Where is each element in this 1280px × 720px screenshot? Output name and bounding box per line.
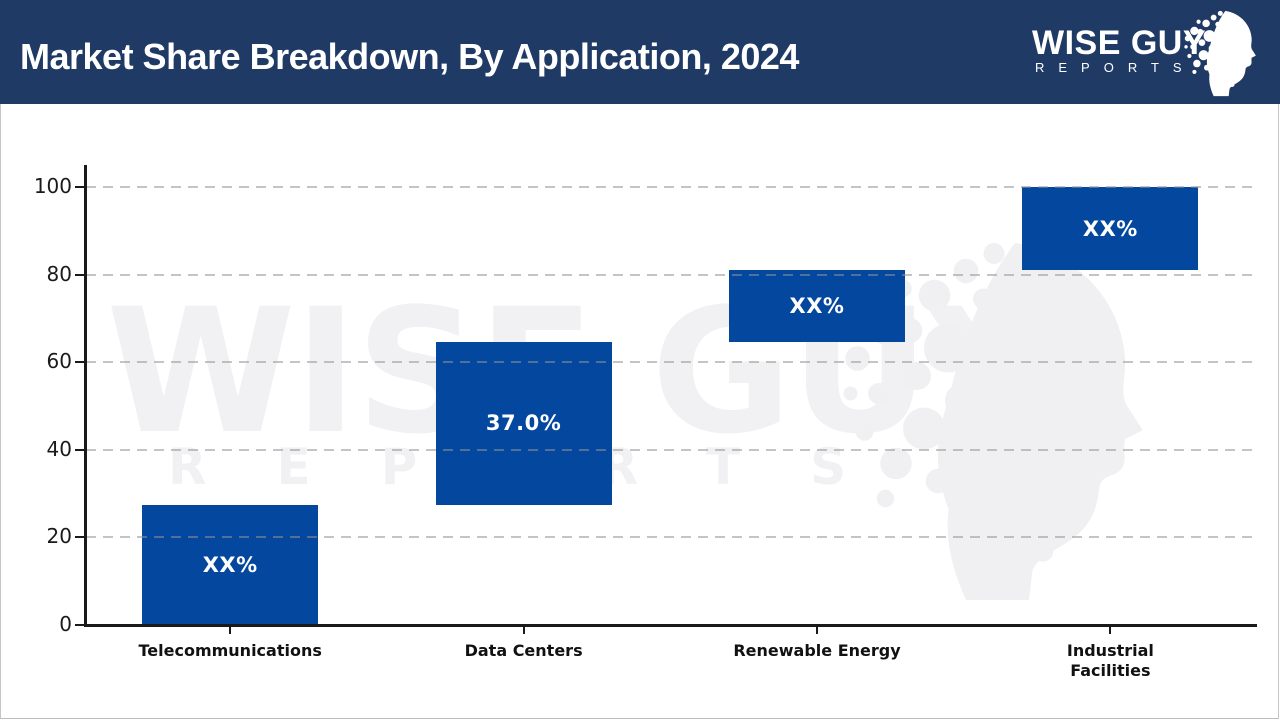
bar-value-label: XX%	[789, 294, 845, 319]
bar-value-label: XX%	[1082, 216, 1138, 241]
y-tick-mark	[75, 448, 85, 451]
gridline-60	[86, 361, 1252, 364]
y-tick-label: 100	[33, 173, 72, 198]
x-tick-mark	[229, 625, 232, 634]
wiseguy-logo: WISE GUY REPORTS	[1032, 0, 1272, 104]
x-axis-line	[84, 624, 1257, 627]
y-tick-mark	[75, 185, 85, 188]
gridline-20	[86, 536, 1252, 539]
y-tick-label: 20	[46, 524, 72, 549]
bar-value-label: XX%	[202, 552, 258, 577]
x-category-label: Data Centers	[464, 641, 583, 660]
y-tick-label: 40	[46, 436, 72, 461]
x-category-label: Telecommunications	[138, 641, 322, 660]
wiseguy-head-icon	[1184, 10, 1256, 97]
y-tick-label: 80	[46, 261, 72, 286]
page-title: Market Share Breakdown, By Application, …	[20, 36, 799, 77]
y-tick-mark	[75, 536, 85, 539]
x-tick-mark	[522, 625, 525, 634]
bar-2: XX%	[729, 270, 905, 343]
bar-3: XX%	[1022, 186, 1199, 271]
gridline-80	[86, 273, 1252, 276]
y-tick-mark	[75, 273, 85, 276]
gridline-40	[86, 448, 1252, 451]
y-tick-mark	[75, 361, 85, 364]
y-tick-label: 60	[46, 349, 72, 374]
bar-0: XX%	[142, 504, 319, 625]
bar-1: 37.0%	[435, 342, 612, 505]
y-tick-label: 0	[59, 612, 72, 636]
bar-value-label: 37.0%	[485, 411, 562, 436]
header-bar: Market Share Breakdown, By Application, …	[0, 0, 1280, 104]
x-category-label: Industrial Facilities	[1066, 641, 1154, 680]
y-tick-mark	[75, 624, 85, 626]
logo-subtext: REPORTS	[1035, 60, 1196, 75]
x-tick-mark	[816, 625, 818, 634]
logo-wordmark: WISE GUY	[1032, 24, 1207, 62]
gridline-100	[86, 185, 1252, 188]
y-axis-line	[84, 165, 87, 627]
x-tick-mark	[1109, 625, 1112, 634]
x-category-label: Renewable Energy	[733, 641, 901, 660]
